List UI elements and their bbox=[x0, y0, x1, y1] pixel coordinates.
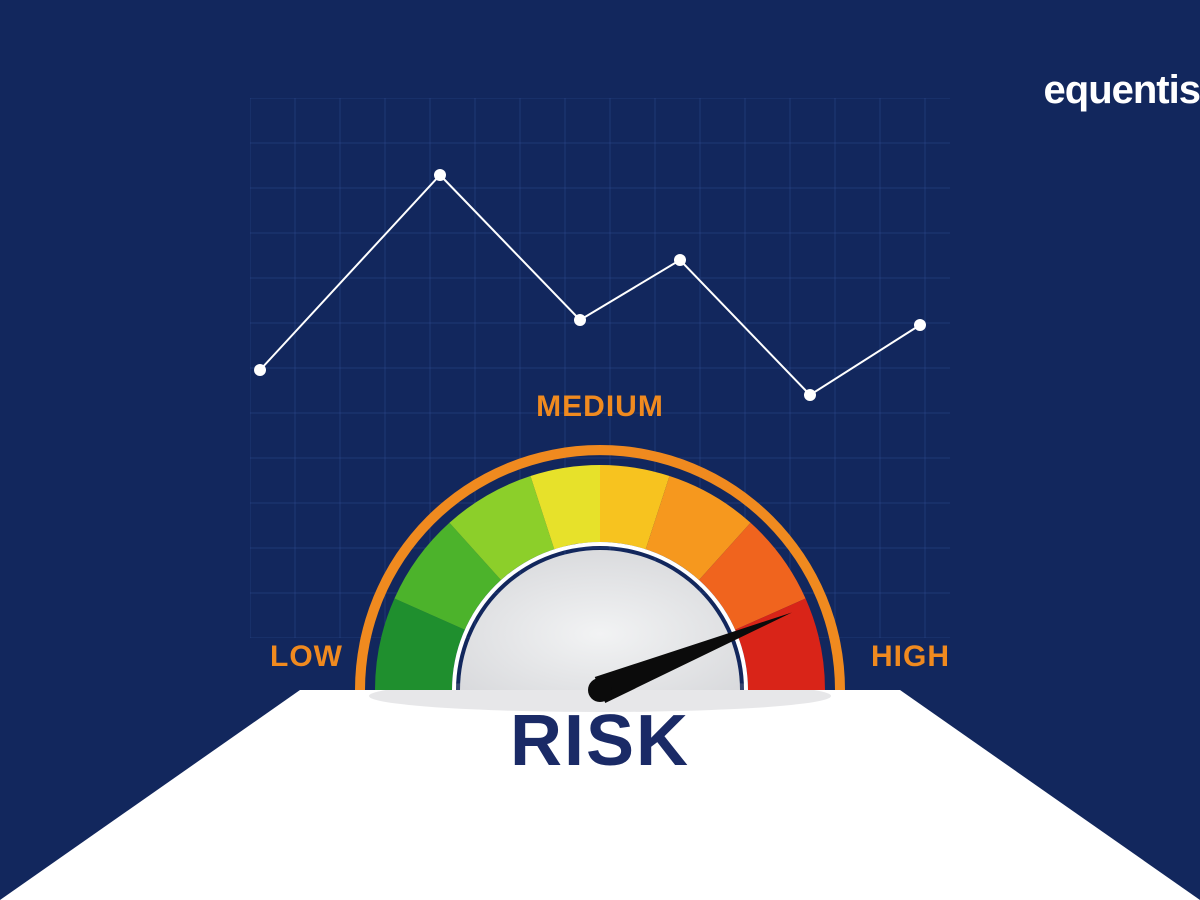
risk-title: RISK bbox=[510, 700, 690, 782]
chart-point bbox=[254, 364, 266, 376]
gauge-label-medium: MEDIUM bbox=[536, 390, 664, 424]
gauge-label-low: LOW bbox=[270, 640, 343, 674]
risk-gauge-svg bbox=[340, 430, 860, 720]
chart-point bbox=[674, 254, 686, 266]
gauge-label-high: HIGH bbox=[871, 640, 950, 674]
infographic-canvas: equentis LOW MEDIUM HIGH RISK bbox=[0, 0, 1200, 900]
chart-point bbox=[804, 389, 816, 401]
chart-point bbox=[574, 314, 586, 326]
brand-logo: equentis bbox=[1044, 68, 1200, 113]
chart-point bbox=[434, 169, 446, 181]
chart-point bbox=[914, 319, 926, 331]
risk-gauge bbox=[340, 430, 860, 690]
